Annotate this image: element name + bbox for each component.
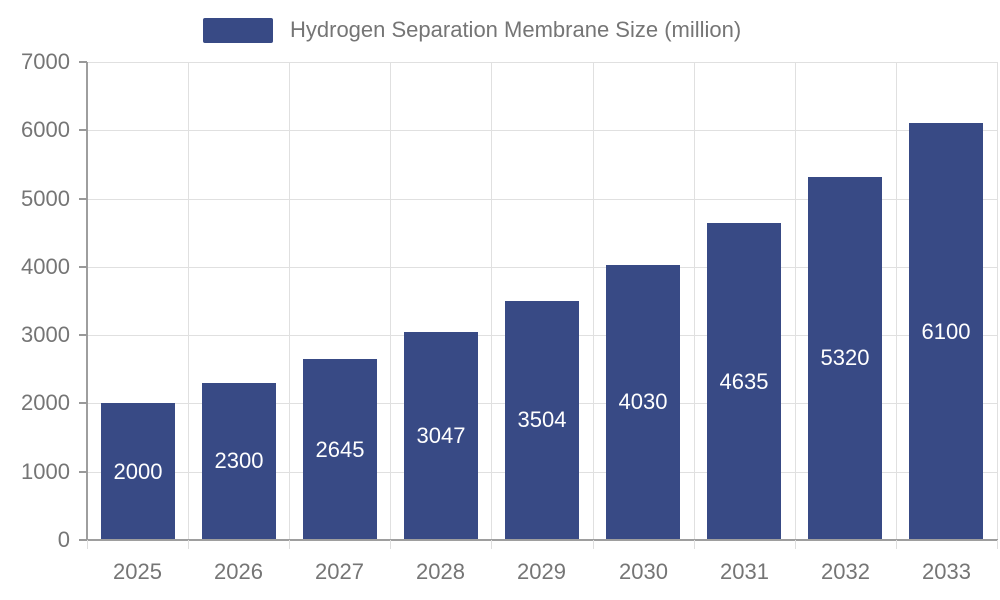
bar-value-label: 4030 [618,389,668,414]
bar-value-label: 3047 [416,423,466,448]
vgridline [188,62,189,540]
y-tick-label: 4000 [21,254,70,279]
y-axis-line [86,62,88,540]
bar[interactable] [505,301,579,540]
y-axis-tick [79,61,87,63]
hgridline [87,199,997,200]
vgridline [694,62,695,540]
x-axis-tick [188,540,189,549]
bar-value-label: 2000 [113,459,163,484]
bar[interactable] [404,332,478,540]
x-axis-tick [593,540,594,549]
bar[interactable] [101,403,175,540]
vgridline [491,62,492,540]
x-axis-tick [289,540,290,549]
x-axis-tick [491,540,492,549]
bar-value-label: 3504 [517,407,567,432]
x-axis-tick [390,540,391,549]
y-tick-label: 5000 [21,186,70,211]
bar[interactable] [707,223,781,540]
y-axis-tick [79,198,87,200]
x-tick-label: 2028 [416,559,465,584]
y-tick-label: 6000 [21,117,70,142]
vgridline [896,62,897,540]
x-axis-tick [87,540,88,549]
y-tick-label: 0 [57,527,70,552]
x-axis-tick [896,540,897,549]
bar-value-label: 5320 [820,345,870,370]
legend-label[interactable]: Hydrogen Separation Membrane Size (milli… [290,17,742,42]
bar-value-label: 2300 [214,448,264,473]
bar-value-label: 4635 [719,369,769,394]
x-tick-label: 2031 [720,559,769,584]
hgridline [87,130,997,131]
hgridline [87,62,997,63]
bar[interactable] [202,383,276,540]
chart-legend[interactable]: Hydrogen Separation Membrane Size (milli… [203,17,741,43]
hgridline [87,267,997,268]
y-tick-label: 3000 [21,322,70,347]
y-axis-tick [79,129,87,131]
bar-value-label: 6100 [921,319,971,344]
y-tick-label: 7000 [21,49,70,74]
y-axis-tick [79,471,87,473]
vgridline [593,62,594,540]
y-axis-tick [79,402,87,404]
bar[interactable] [909,123,983,540]
bar[interactable] [808,177,882,540]
x-tick-label: 2033 [922,559,971,584]
x-tick-label: 2032 [821,559,870,584]
x-axis-tick [997,540,998,549]
x-axis-line [86,539,998,541]
y-axis-tick [79,266,87,268]
x-axis-tick [694,540,695,549]
x-tick-label: 2029 [517,559,566,584]
x-tick-label: 2027 [315,559,364,584]
y-axis-tick [79,539,87,541]
bar-value-label: 2645 [315,437,365,462]
y-tick-label: 1000 [21,459,70,484]
y-tick-label: 2000 [21,390,70,415]
x-tick-label: 2030 [619,559,668,584]
bar[interactable] [303,359,377,540]
vgridline [289,62,290,540]
x-tick-label: 2026 [214,559,263,584]
x-axis-tick [795,540,796,549]
vgridline [795,62,796,540]
bar[interactable] [606,265,680,540]
vgridline [997,62,998,540]
vgridline [390,62,391,540]
y-axis-tick [79,334,87,336]
legend-swatch[interactable] [203,17,273,43]
x-tick-label: 2025 [113,559,162,584]
